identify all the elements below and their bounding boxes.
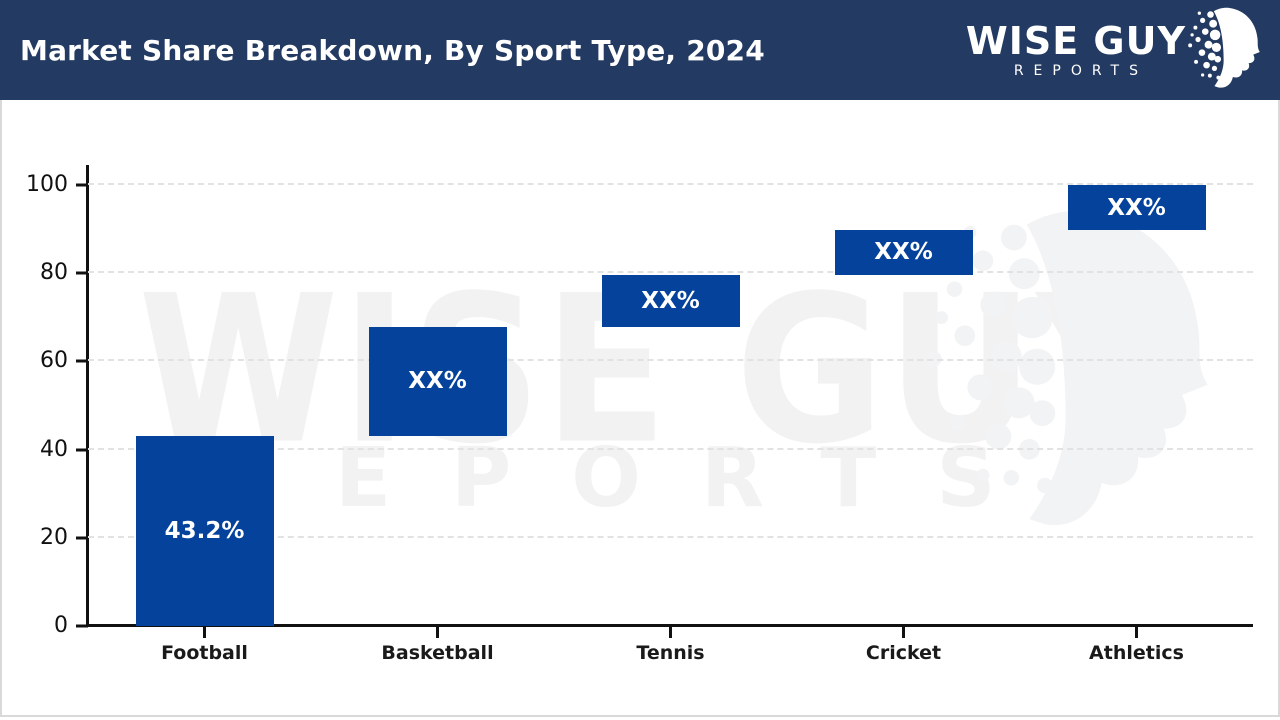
y-axis-tick-label: 80	[40, 260, 68, 286]
bar-value-label: 43.2%	[164, 517, 245, 544]
header-bar: Market Share Breakdown, By Sport Type, 2…	[0, 0, 1280, 100]
y-axis-tick	[76, 448, 88, 452]
y-axis-tick-label: 60	[40, 348, 68, 374]
y-axis-tick-label: 100	[26, 172, 68, 197]
gridline-100	[88, 183, 1253, 185]
x-axis-line	[86, 624, 1253, 627]
watermark-text-reports: REPORTS	[212, 431, 1056, 526]
x-axis-label-tennis: Tennis	[636, 642, 705, 664]
x-axis-label-basketball: Basketball	[381, 642, 494, 664]
gridline-60	[88, 359, 1253, 362]
x-axis-tick	[902, 626, 905, 638]
y-axis-tick-label: 40	[40, 436, 68, 462]
gridline-80	[88, 271, 1253, 274]
y-axis-tick-label: 0	[54, 613, 68, 638]
logo-text: WISE GUY REPORTS	[966, 22, 1186, 78]
gridline-20	[88, 535, 1253, 538]
x-axis-label-athletics: Athletics	[1089, 642, 1184, 664]
bar-value-label: XX%	[408, 368, 467, 395]
x-axis-tick	[203, 626, 206, 638]
bar-tennis: XX%	[601, 274, 740, 328]
bar-basketball: XX%	[368, 327, 507, 436]
x-axis-label-cricket: Cricket	[865, 642, 942, 664]
y-axis-tick	[76, 624, 88, 628]
y-axis-tick	[76, 359, 88, 363]
logo-brand-subtitle: REPORTS	[1013, 63, 1148, 79]
y-axis-tick	[76, 183, 88, 187]
bar-football: 43.2%	[135, 435, 274, 626]
x-axis-tick	[436, 626, 439, 638]
x-axis-tick	[1135, 626, 1138, 638]
bar-cricket: XX%	[834, 230, 973, 275]
x-axis-label-football: Football	[161, 642, 248, 664]
bar-value-label: XX%	[874, 239, 933, 266]
logo-head-profile-icon	[1188, 7, 1260, 88]
wise-guy-reports-logo: WISE GUY REPORTS	[966, 4, 1266, 96]
y-axis-line	[86, 165, 89, 626]
logo-brand-name: WISE GUY	[965, 19, 1186, 63]
bar-value-label: XX%	[1107, 194, 1166, 221]
bar-value-label: XX%	[641, 288, 700, 315]
y-axis-tick-label: 20	[40, 524, 68, 550]
gridline-40	[88, 447, 1253, 450]
chart-title: Market Share Breakdown, By Sport Type, 2…	[20, 33, 765, 67]
bar-athletics: XX%	[1067, 185, 1206, 230]
x-axis-tick	[669, 626, 672, 638]
y-axis-tick	[76, 536, 88, 540]
y-axis-tick	[76, 271, 88, 275]
plot-area: 0 20 40 60 80 100 43.2% XX% XX% XX% XX% Football Bas…	[26, 165, 1253, 664]
